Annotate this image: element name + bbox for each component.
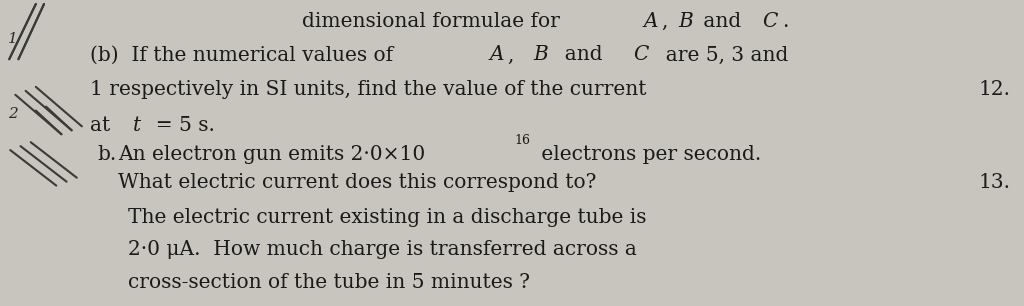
Text: C: C (634, 45, 649, 65)
Text: b.: b. (97, 145, 117, 164)
Text: at: at (90, 116, 123, 135)
Text: 2: 2 (8, 106, 18, 121)
Text: 1 respectively in SI units, find the value of the current: 1 respectively in SI units, find the val… (90, 80, 646, 99)
Text: B: B (678, 12, 693, 31)
Text: B: B (532, 45, 548, 65)
Text: 16: 16 (514, 134, 530, 147)
Text: The electric current existing in a discharge tube is: The electric current existing in a disch… (128, 208, 646, 227)
Text: electrons per second.: electrons per second. (535, 145, 761, 164)
Text: C: C (763, 12, 778, 31)
Text: cross-section of the tube in 5 minutes ?: cross-section of the tube in 5 minutes ? (128, 273, 530, 292)
Text: and: and (552, 45, 615, 65)
Text: 13.: 13. (979, 173, 1011, 192)
Text: ,: , (662, 12, 675, 31)
Text: 12.: 12. (979, 80, 1011, 99)
Text: A: A (489, 45, 504, 65)
Text: (b)  If the numerical values of: (b) If the numerical values of (90, 45, 399, 65)
Text: .: . (782, 12, 788, 31)
Text: are 5, 3 and: are 5, 3 and (653, 45, 788, 65)
Text: 2·0 μA.  How much charge is transferred across a: 2·0 μA. How much charge is transferred a… (128, 240, 637, 259)
Text: A: A (643, 12, 657, 31)
Text: t: t (133, 116, 141, 135)
Text: 1: 1 (8, 32, 18, 46)
Text: An electron gun emits 2·0×10: An electron gun emits 2·0×10 (118, 145, 425, 164)
Text: ,: , (508, 45, 527, 65)
Text: and: and (697, 12, 748, 31)
Text: What electric current does this correspond to?: What electric current does this correspo… (118, 173, 596, 192)
Text: dimensional formulae for: dimensional formulae for (302, 12, 566, 31)
Text: = 5 s.: = 5 s. (143, 116, 215, 135)
